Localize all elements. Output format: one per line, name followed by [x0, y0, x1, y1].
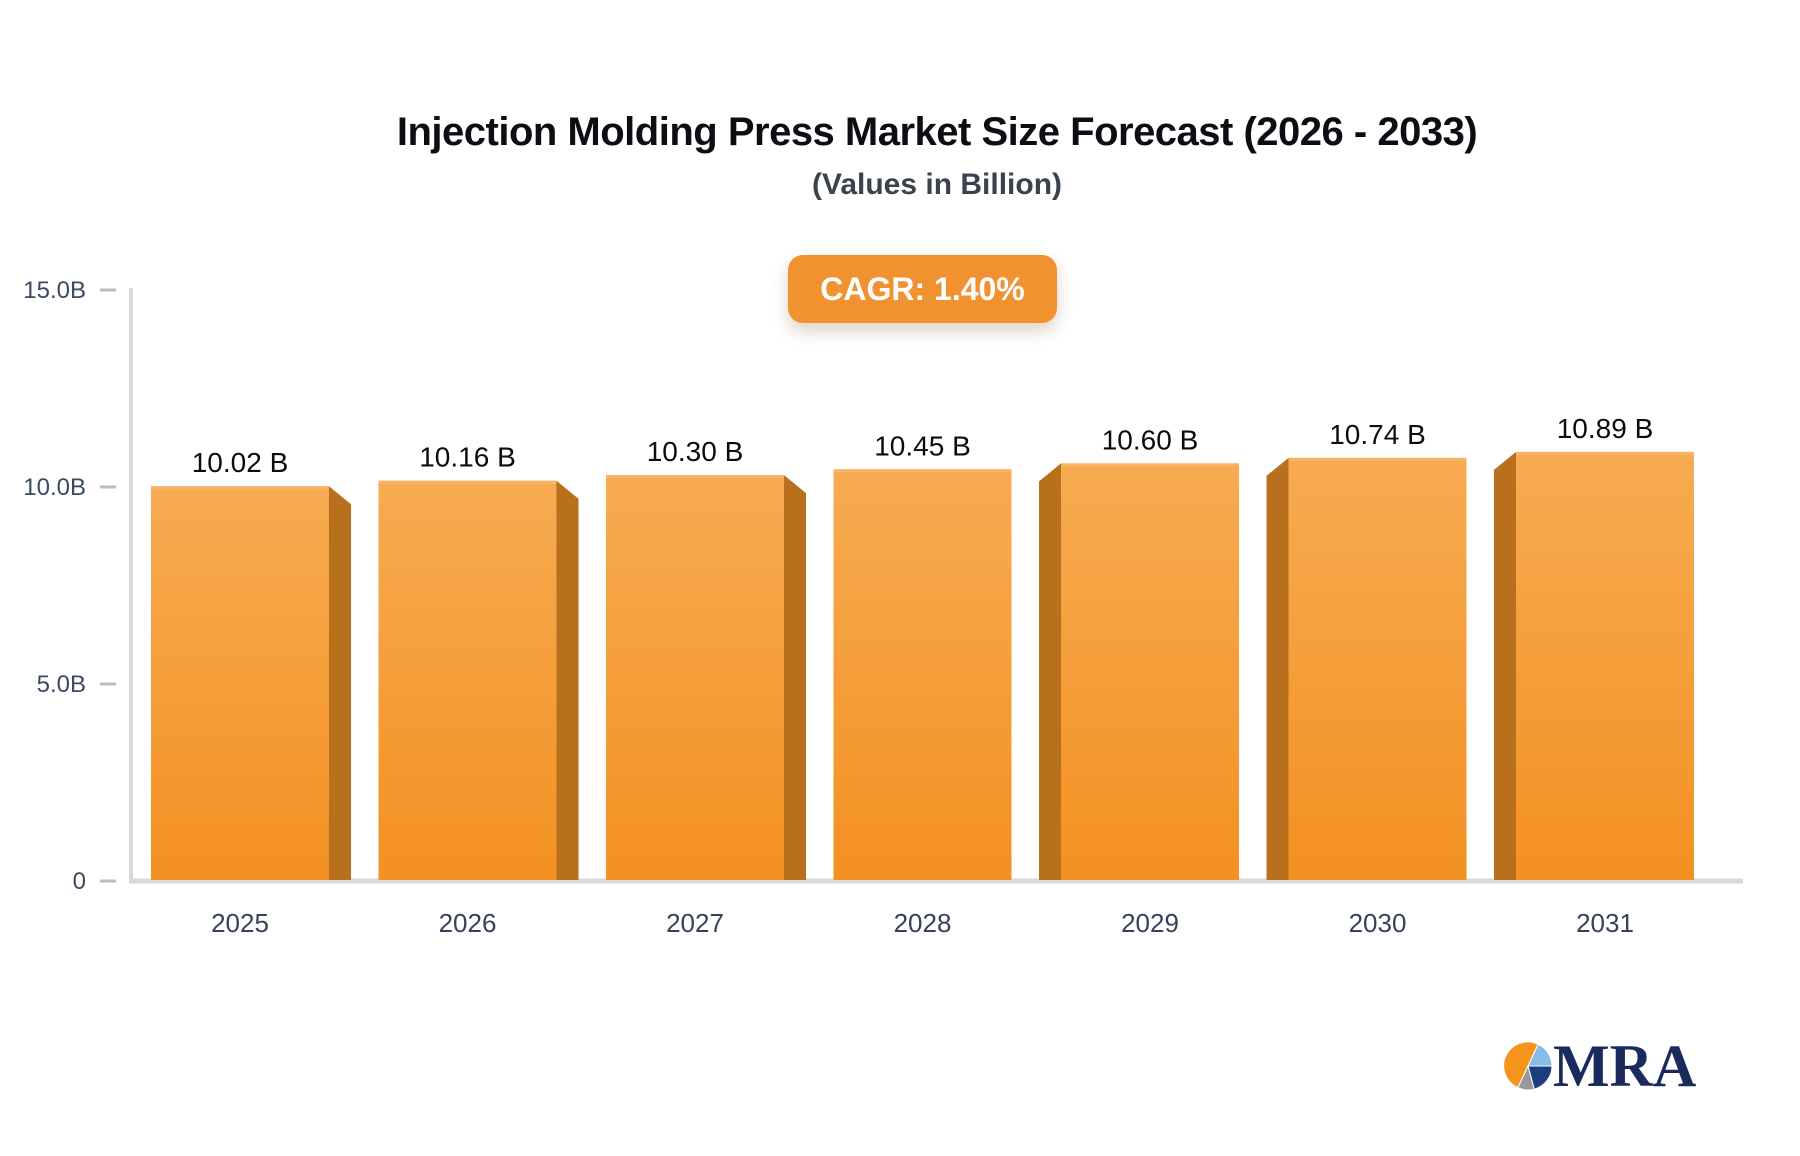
bar-side-face: [556, 480, 579, 880]
bar-side-face: [329, 486, 351, 880]
bar-value-label: 10.74 B: [1329, 419, 1426, 450]
bar-side-face: [784, 475, 806, 880]
brand-logo-text: MRA: [1553, 1033, 1697, 1099]
x-tick-label: 2027: [666, 908, 724, 938]
y-tick-label: 10.0B: [23, 474, 86, 501]
bar-2031: [1494, 451, 1694, 880]
bar-front-face: [151, 486, 329, 880]
bar-value-label: 10.45 B: [874, 430, 971, 461]
chart-axes: 15.0B 10.0B 5.0B 0: [23, 277, 1743, 895]
bar-2027: [606, 475, 806, 880]
bar-value-label: 10.60 B: [1102, 424, 1199, 455]
bar-front-face: [1288, 457, 1467, 880]
chart-subtitle: (Values in Billion): [811, 168, 1063, 201]
bar-2025: [151, 486, 351, 880]
pie-chart-logo-icon: [1503, 1041, 1553, 1091]
y-tick-label: 0: [73, 868, 86, 895]
y-tick-label: 15.0B: [23, 277, 86, 304]
x-tick-label: 2026: [439, 908, 497, 938]
bar-2026: [378, 480, 579, 880]
bar-2029: [1039, 463, 1239, 880]
bar-2028: [833, 469, 1012, 880]
x-tick-label: 2030: [1349, 908, 1407, 938]
y-tick-label: 5.0B: [37, 671, 86, 698]
bar-value-label: 10.89 B: [1557, 413, 1654, 444]
bar-value-label: 10.30 B: [647, 436, 744, 467]
chart-bars: [151, 451, 1694, 880]
bar-side-face: [1266, 457, 1289, 880]
bar-side-face: [1494, 451, 1516, 880]
bar-front-face: [833, 469, 1012, 880]
chart-title: Injection Molding Press Market Size Fore…: [396, 110, 1478, 154]
bar-front-face: [606, 475, 784, 880]
bar-front-face: [378, 480, 557, 880]
cagr-badge: CAGR: 1.40%: [788, 255, 1057, 323]
chart-labels: 10.02 B 2025 10.16 B 2026 10.30 B 2027 10.45 B…: [192, 413, 1654, 938]
bar-front-face: [1516, 451, 1694, 880]
bar-value-label: 10.02 B: [192, 447, 289, 478]
x-tick-label: 2031: [1576, 908, 1634, 938]
bar-value-label: 10.16 B: [419, 442, 516, 473]
bar-front-face: [1061, 463, 1239, 880]
x-tick-label: 2029: [1121, 908, 1179, 938]
brand-logo: MRA: [1502, 1033, 1697, 1099]
x-tick-label: 2025: [211, 908, 269, 938]
cagr-badge-label: CAGR: 1.40%: [820, 270, 1025, 307]
bar-side-face: [1039, 463, 1061, 880]
bar-2030: [1266, 457, 1467, 880]
x-tick-label: 2028: [894, 908, 952, 938]
